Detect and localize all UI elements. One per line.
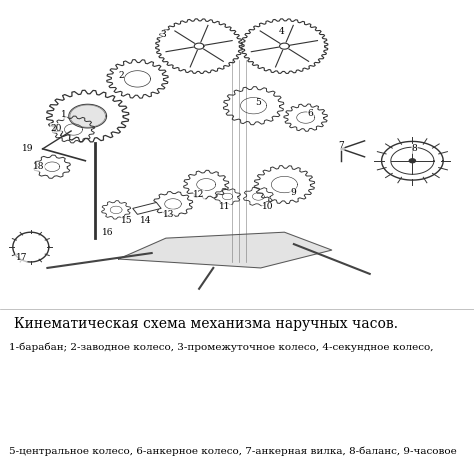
Polygon shape — [69, 104, 107, 128]
Polygon shape — [155, 19, 243, 73]
Text: 12: 12 — [193, 191, 205, 200]
Polygon shape — [194, 43, 204, 49]
Text: 2: 2 — [118, 71, 124, 81]
Polygon shape — [223, 87, 284, 125]
Polygon shape — [46, 90, 129, 142]
Polygon shape — [13, 232, 49, 262]
Text: 8: 8 — [412, 144, 418, 153]
Text: 1: 1 — [61, 110, 67, 119]
Text: 18: 18 — [33, 162, 45, 171]
Polygon shape — [34, 155, 71, 178]
Polygon shape — [410, 159, 415, 163]
Polygon shape — [284, 104, 328, 131]
Text: Кинематическая схема механизма наручных часов.: Кинематическая схема механизма наручных … — [14, 317, 398, 331]
Text: 3: 3 — [161, 30, 166, 39]
Polygon shape — [133, 202, 161, 214]
Text: 10: 10 — [262, 202, 273, 212]
Polygon shape — [244, 187, 273, 206]
Text: 19: 19 — [22, 144, 33, 153]
Polygon shape — [107, 60, 168, 98]
Text: 13: 13 — [163, 210, 174, 219]
Text: 16: 16 — [102, 228, 114, 237]
Polygon shape — [118, 232, 332, 268]
Text: 14: 14 — [140, 216, 152, 225]
Text: 15: 15 — [121, 216, 133, 225]
Polygon shape — [52, 116, 95, 143]
Polygon shape — [153, 191, 193, 216]
Polygon shape — [280, 43, 289, 49]
Text: 6: 6 — [308, 109, 313, 118]
Polygon shape — [101, 201, 131, 219]
Text: 5: 5 — [255, 98, 261, 107]
Text: 1-барабан; 2-заводное колесо, 3-промежуточное колесо, 4-секундное колесо,: 1-барабан; 2-заводное колесо, 3-промежут… — [9, 343, 434, 352]
Polygon shape — [183, 170, 229, 199]
Text: 4: 4 — [279, 27, 285, 36]
Text: 5-центральное колесо, 6-анкерное колесо, 7-анкерная вилка, 8-баланс, 9-часовое: 5-центральное колесо, 6-анкерное колесо,… — [9, 447, 457, 456]
Text: 9: 9 — [290, 187, 296, 196]
Polygon shape — [215, 188, 240, 205]
Text: 17: 17 — [16, 253, 27, 262]
Text: 20: 20 — [50, 124, 62, 132]
Polygon shape — [254, 166, 315, 203]
Text: 7: 7 — [338, 142, 344, 150]
Polygon shape — [241, 19, 328, 73]
Text: 11: 11 — [219, 202, 231, 212]
